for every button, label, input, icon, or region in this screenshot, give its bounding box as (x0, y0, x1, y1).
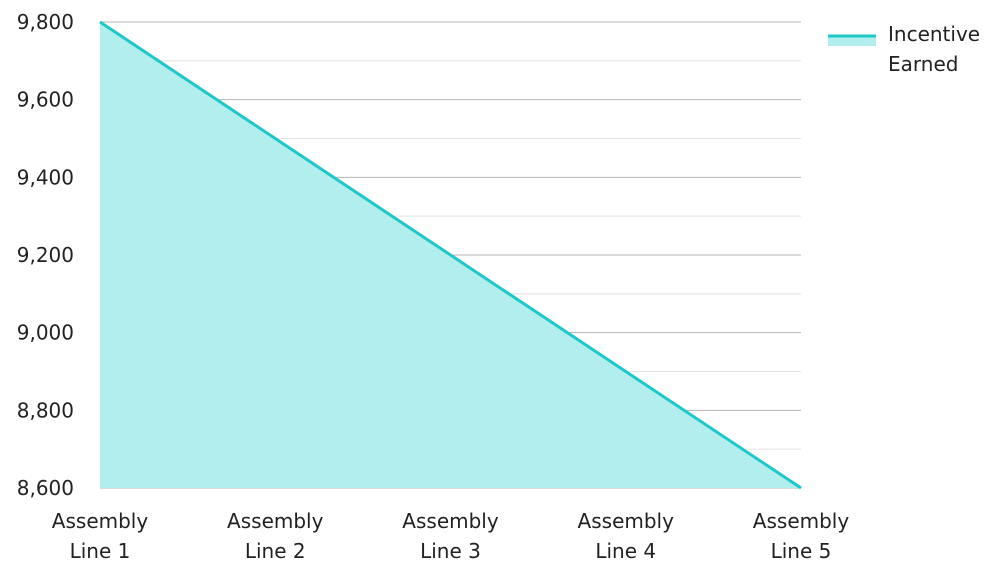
x-axis: Assembly Line 1 Assembly Line 2 Assembly Line… (52, 509, 850, 563)
y-tick-label: 9,600 (17, 88, 74, 112)
x-tick-label: Assembly Line 2 (227, 509, 324, 560)
legend-label: Incentive Earned (888, 22, 980, 76)
x-tick-label: Assembly Line 3 (402, 509, 499, 560)
series-line (99, 20, 802, 490)
x-tick-label: Assembly Line 4 (578, 509, 675, 560)
y-tick-label: 9,200 (17, 243, 74, 267)
y-tick-label: 8,600 (17, 476, 74, 500)
y-tick-label: 8,800 (17, 398, 74, 422)
x-tick-label: Assembly Line 5 (753, 509, 850, 560)
x-tick-label: Assembly Line 1 (52, 509, 149, 560)
y-tick-label: 9,000 (17, 321, 74, 345)
y-tick-label: 9,800 (17, 10, 74, 34)
series-line-layer (99, 20, 802, 490)
y-axis: 8,600 8,800 9,000 9,200 9,400 9,600 9,800 (17, 10, 74, 500)
y-tick-label: 9,400 (17, 165, 74, 189)
legend-swatch-fill (828, 36, 876, 46)
legend[interactable]: Incentive Earned (828, 22, 980, 76)
